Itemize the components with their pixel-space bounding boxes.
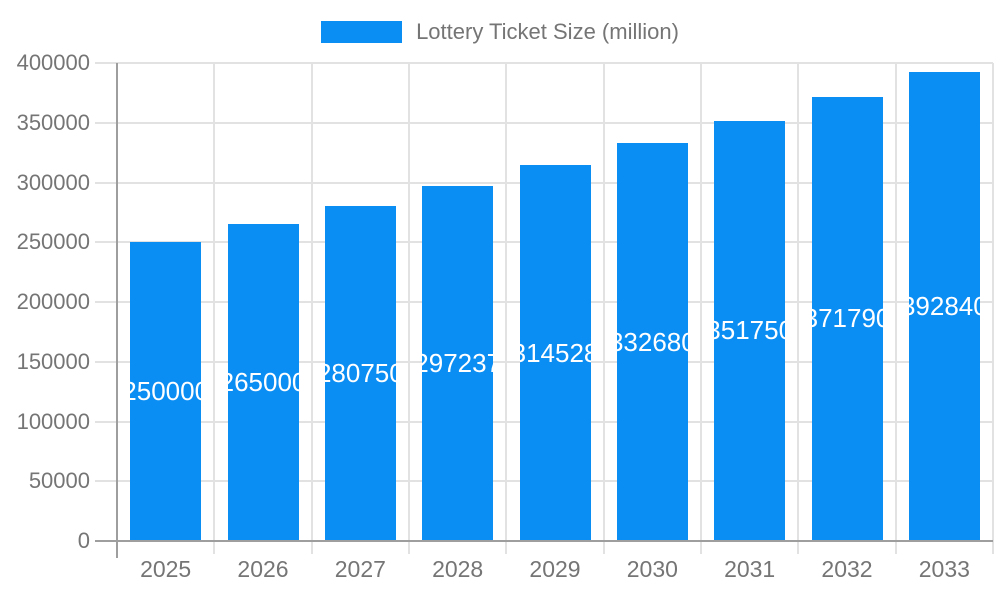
x-tick-label: 2031 (724, 556, 776, 582)
bar[interactable]: 280750 (324, 205, 396, 541)
bar[interactable]: 250000 (130, 242, 202, 541)
gridline-vertical (310, 63, 313, 554)
gridline-vertical (505, 63, 508, 554)
y-tick-label: 50000 (28, 468, 90, 494)
gridline-horizontal (95, 121, 993, 124)
x-tick-label: 2029 (529, 556, 581, 582)
gridline-vertical (992, 63, 994, 554)
gridline-vertical (700, 63, 702, 554)
bar-value-label: 332680 (617, 326, 688, 357)
x-tick-label: 2028 (432, 556, 484, 582)
x-tick-label: 2030 (626, 556, 678, 582)
y-tick-label: 300000 (16, 169, 90, 195)
y-tick-label: 400000 (16, 50, 90, 75)
y-axis-line (116, 63, 118, 558)
x-tick-label: 2033 (918, 556, 970, 582)
y-tick-label: 0 (77, 528, 90, 553)
gridline-vertical (408, 63, 410, 554)
bar-value-label: 265000 (228, 367, 299, 398)
legend-swatch (321, 21, 403, 43)
bar[interactable]: 332680 (616, 143, 688, 541)
gridline-vertical (894, 63, 897, 554)
x-tick-label: 2027 (334, 556, 386, 582)
bar-value-label: 297237 (422, 347, 493, 378)
x-tick-label: 2025 (140, 556, 192, 582)
legend-label: Lottery Ticket Size (million) (416, 19, 679, 44)
gridline-horizontal (95, 62, 993, 64)
y-tick-label: 100000 (16, 408, 90, 434)
legend[interactable]: Lottery Ticket Size (million) (0, 19, 1000, 45)
bar-value-label: 280750 (325, 357, 396, 388)
x-axis-line (95, 540, 993, 542)
bar[interactable]: 297237 (422, 185, 494, 541)
bar[interactable]: 265000 (227, 224, 299, 541)
y-tick-label: 200000 (16, 289, 90, 314)
bar-value-label: 250000 (130, 376, 201, 407)
y-tick-label: 350000 (16, 109, 90, 135)
bar[interactable]: 371790 (811, 96, 883, 541)
bar-value-label: 392840 (909, 290, 980, 321)
bar-value-label: 371790 (812, 303, 883, 334)
x-tick-label: 2032 (821, 556, 873, 582)
y-tick-label: 150000 (16, 348, 90, 374)
x-tick-label: 2026 (237, 556, 289, 582)
y-tick-label: 250000 (16, 229, 90, 255)
bar[interactable]: 314528 (519, 165, 591, 541)
gridline-vertical (213, 63, 216, 554)
bar[interactable]: 351750 (714, 120, 786, 541)
bar[interactable]: 392840 (908, 71, 980, 541)
gridline-vertical (797, 63, 800, 554)
gridline-vertical (602, 63, 605, 554)
bar-value-label: 314528 (520, 337, 591, 368)
bar-value-label: 351750 (714, 315, 785, 346)
